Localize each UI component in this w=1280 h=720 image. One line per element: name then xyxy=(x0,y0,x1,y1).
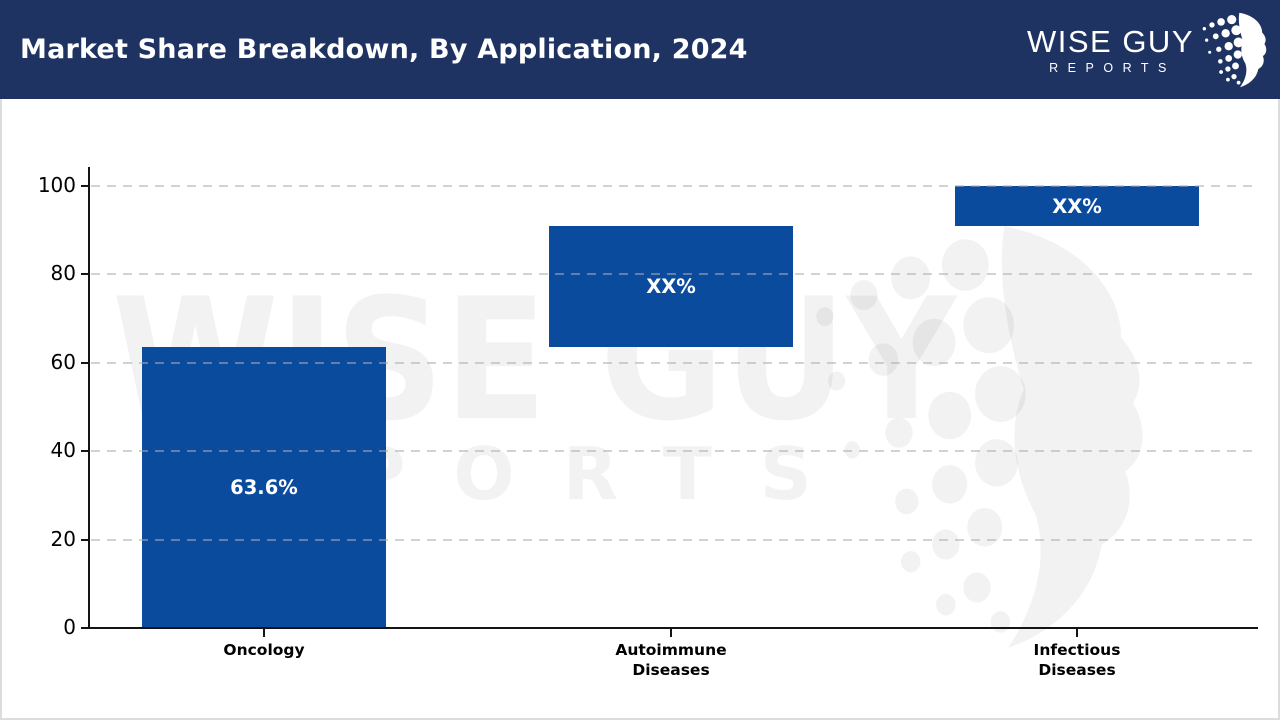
y-tick-mark xyxy=(81,450,89,452)
gridline xyxy=(91,362,1257,364)
brand-head-icon xyxy=(1202,12,1267,88)
y-tick-mark xyxy=(81,273,89,275)
y-tick-label: 100 xyxy=(37,173,76,197)
gridline xyxy=(91,185,1257,187)
x-tick-mark xyxy=(670,629,672,637)
x-category-label: Autoimmune Diseases xyxy=(615,641,727,679)
bar-value-label: 63.6% xyxy=(230,476,298,499)
page-title: Market Share Breakdown, By Application, … xyxy=(20,34,748,65)
y-tick-mark xyxy=(81,627,89,629)
y-tick-mark xyxy=(81,185,89,187)
y-tick-mark xyxy=(81,362,89,364)
brand-logo: WISE GUY REPORTS xyxy=(1027,7,1272,93)
y-tick-label: 0 xyxy=(63,615,76,639)
x-axis-line xyxy=(88,627,1258,629)
gridline xyxy=(91,539,1257,541)
gridline xyxy=(91,273,1257,275)
y-tick-label: 40 xyxy=(50,438,76,462)
x-tick-mark xyxy=(263,629,265,637)
bar-segment: XX% xyxy=(955,186,1199,226)
brand-subtitle: REPORTS xyxy=(1049,60,1176,75)
y-tick-label: 60 xyxy=(50,350,76,374)
y-tick-label: 20 xyxy=(50,527,76,551)
header-bar: Market Share Breakdown, By Application, … xyxy=(0,0,1280,99)
bar-segment: 63.6% xyxy=(142,347,386,628)
x-category-label: Infectious Diseases xyxy=(1033,641,1121,679)
y-axis-line xyxy=(88,167,90,629)
watermark-head-icon xyxy=(816,226,1143,648)
brand-name: WISE GUY xyxy=(1026,23,1194,59)
y-tick-label: 80 xyxy=(50,261,76,285)
bar-value-label: XX% xyxy=(646,275,696,298)
x-category-label: Oncology xyxy=(223,641,305,659)
x-tick-mark xyxy=(1076,629,1078,637)
bar-segment: XX% xyxy=(549,226,793,347)
y-tick-mark xyxy=(81,539,89,541)
brand-logo-text: WISE GUY REPORTS xyxy=(1027,26,1194,75)
bar-value-label: XX% xyxy=(1052,194,1102,218)
gridline xyxy=(91,450,1257,452)
